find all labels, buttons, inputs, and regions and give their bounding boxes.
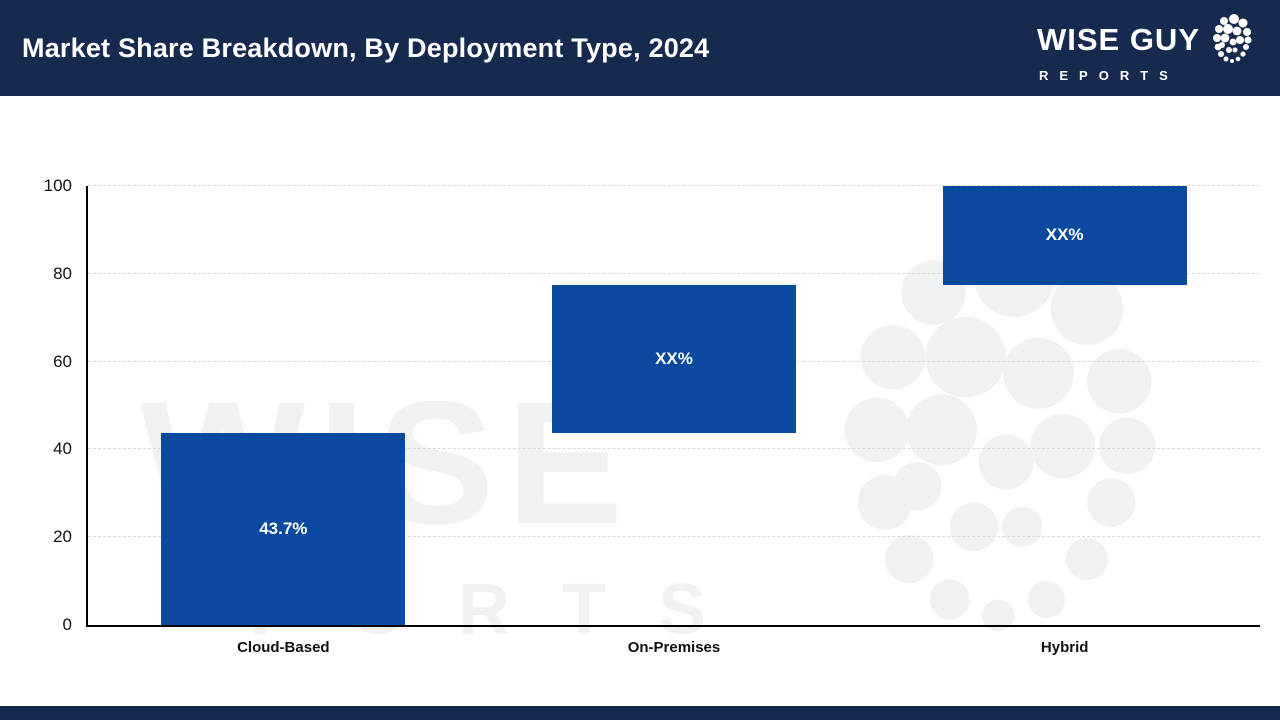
footer-bar (0, 706, 1280, 720)
header: Market Share Breakdown, By Deployment Ty… (0, 0, 1280, 96)
chart-region: WISE PORTS 02040608010043.7%Cloud-BasedX… (0, 96, 1280, 706)
y-axis-tick-label: 100 (43, 176, 72, 195)
y-axis-tick-label: 0 (62, 615, 72, 634)
logo-subtext: REPORTS (1038, 67, 1179, 83)
y-axis-tick-label: 20 (53, 527, 72, 547)
plot-area: 0 20 40 60 80 100 43.7% Cloud-Based XX% On-Premis… (44, 176, 1260, 656)
y-axis-tick-label: 80 (53, 263, 72, 283)
gridline (88, 272, 1260, 274)
gridline (88, 448, 1260, 450)
bar-value-label: XX% (1045, 225, 1084, 245)
x-axis-category-label: On-Premises (627, 639, 721, 656)
gridline (88, 185, 1260, 186)
bar-hybrid: XX% (942, 186, 1187, 285)
logo-wordmark: WISE GUY (1036, 21, 1200, 57)
y-axis-tick-label: 60 (53, 351, 72, 371)
bar-value-label: 43.7% (259, 519, 308, 539)
x-axis-category-label: Hybrid (1040, 639, 1089, 656)
bar-value-label: XX% (655, 348, 693, 368)
x-axis-category-label: Cloud-Based (237, 639, 330, 656)
logo-top-row: WISE GUY (1036, 13, 1254, 66)
gridline (88, 536, 1260, 538)
bar-on-premises: XX% (552, 284, 796, 434)
brand-logo: WISE GUY REPORTS (1036, 13, 1254, 83)
logo-head-icon (1213, 13, 1252, 63)
y-axis-tick-label: 40 (53, 439, 72, 459)
chart-title: Market Share Breakdown, By Deployment Ty… (22, 32, 710, 63)
bar-cloud-based: 43.7% (161, 433, 406, 625)
